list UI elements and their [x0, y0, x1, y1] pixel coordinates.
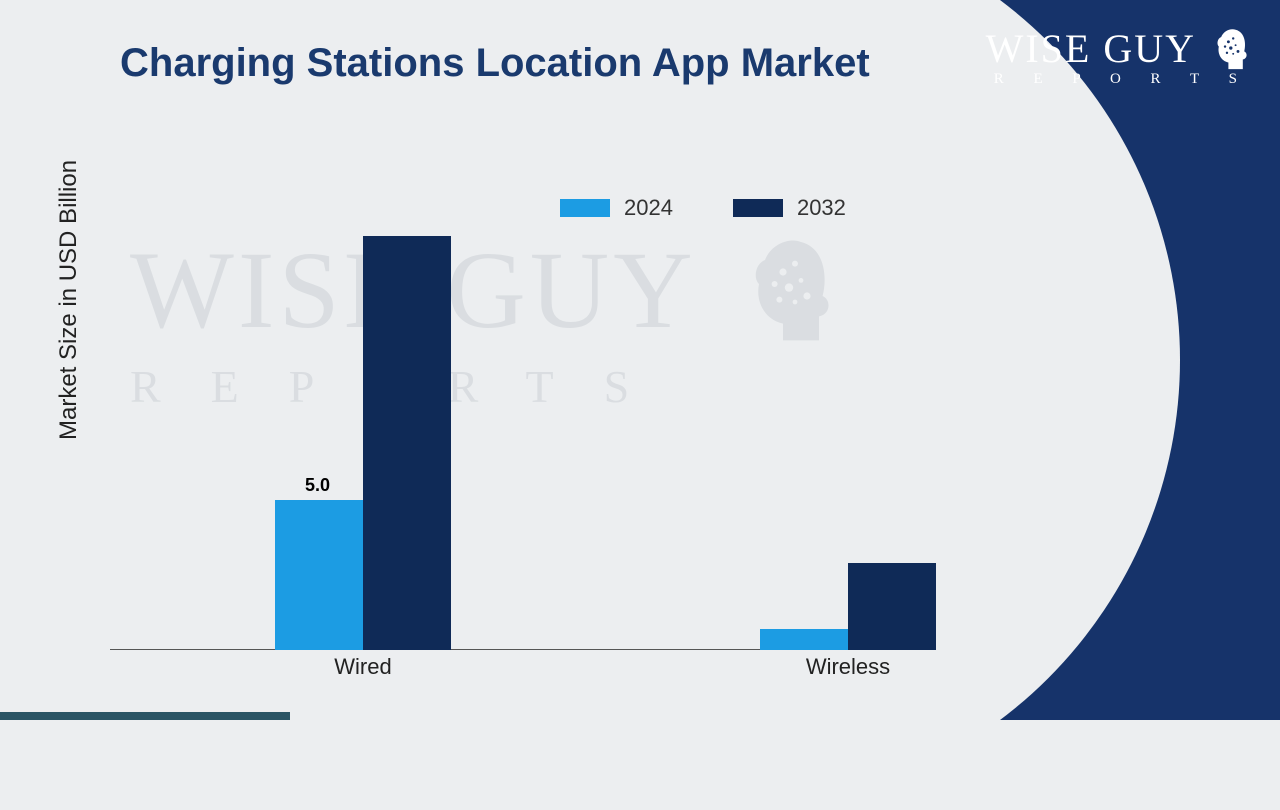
legend-label-2032: 2032 — [797, 195, 846, 221]
chart-plot-area: Wired5.0Wireless — [110, 230, 920, 650]
legend-label-2024: 2024 — [624, 195, 673, 221]
legend-item-2032: 2032 — [733, 195, 846, 221]
bar-group-wired: 5.0 — [275, 236, 451, 650]
bar-wireless-2032 — [848, 563, 936, 650]
category-label-wireless: Wireless — [760, 654, 936, 680]
legend-swatch-2024 — [560, 199, 610, 217]
brand-sub-text: R E P O R T S — [986, 71, 1250, 88]
bottom-accent-strip — [0, 712, 290, 720]
bar-wired-2032 — [363, 236, 451, 650]
bar-wireless-2024 — [760, 629, 848, 650]
brand-logo: WISE GUY R E P O R T S — [986, 25, 1250, 88]
legend-swatch-2032 — [733, 199, 783, 217]
chart-title: Charging Stations Location App Market — [120, 40, 870, 86]
y-axis-label: Market Size in USD Billion — [55, 160, 83, 440]
bar-value-label: 5.0 — [305, 475, 330, 496]
legend-item-2024: 2024 — [560, 195, 673, 221]
legend: 2024 2032 — [560, 195, 846, 221]
category-label-wired: Wired — [275, 654, 451, 680]
right-accent-panel — [960, 0, 1280, 720]
bar-group-wireless — [760, 563, 936, 650]
brand-main-text: WISE GUY — [986, 29, 1196, 69]
bar-wired-2024 — [275, 500, 363, 650]
brain-head-icon — [1202, 25, 1250, 73]
